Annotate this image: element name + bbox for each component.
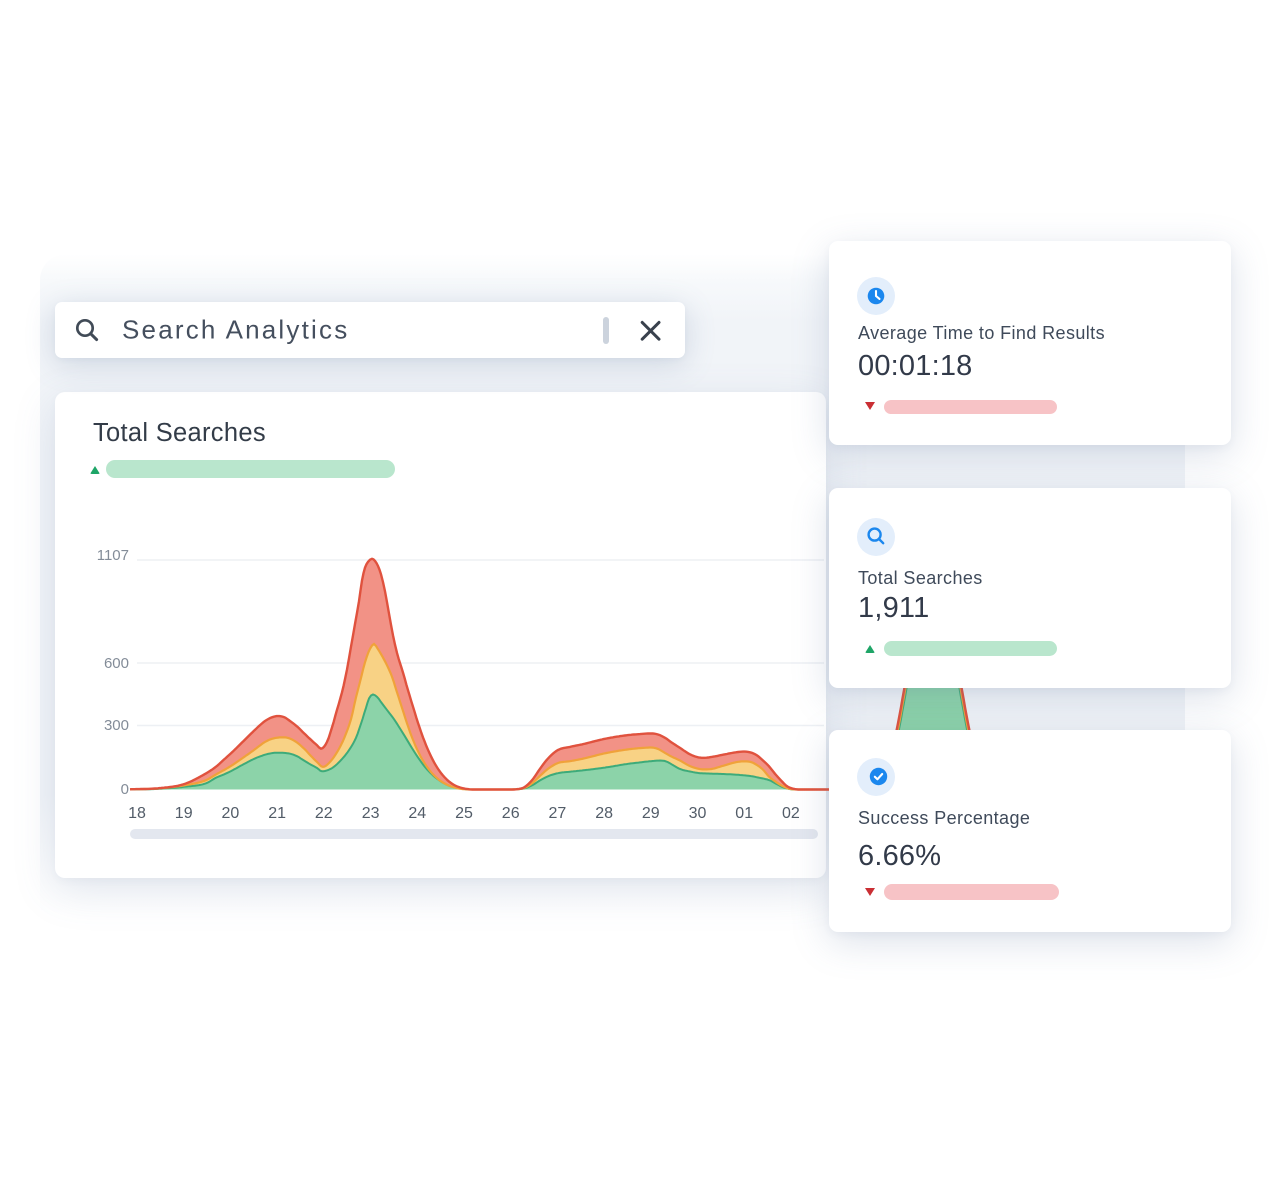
- svg-text:0: 0: [121, 781, 129, 798]
- svg-text:600: 600: [104, 655, 129, 672]
- svg-text:22: 22: [315, 805, 333, 822]
- svg-text:300: 300: [104, 717, 129, 734]
- svg-text:23: 23: [362, 805, 380, 822]
- svg-text:18: 18: [128, 805, 146, 822]
- svg-text:27: 27: [549, 805, 567, 822]
- svg-text:1107: 1107: [97, 547, 129, 564]
- svg-text:19: 19: [175, 805, 193, 822]
- svg-text:01: 01: [735, 805, 753, 822]
- svg-text:20: 20: [222, 805, 240, 822]
- svg-text:28: 28: [595, 805, 613, 822]
- svg-text:02: 02: [782, 805, 800, 822]
- svg-text:21: 21: [268, 805, 286, 822]
- svg-text:30: 30: [689, 805, 707, 822]
- svg-text:24: 24: [408, 805, 426, 822]
- svg-text:26: 26: [502, 805, 520, 822]
- svg-text:29: 29: [642, 805, 660, 822]
- svg-text:25: 25: [455, 805, 473, 822]
